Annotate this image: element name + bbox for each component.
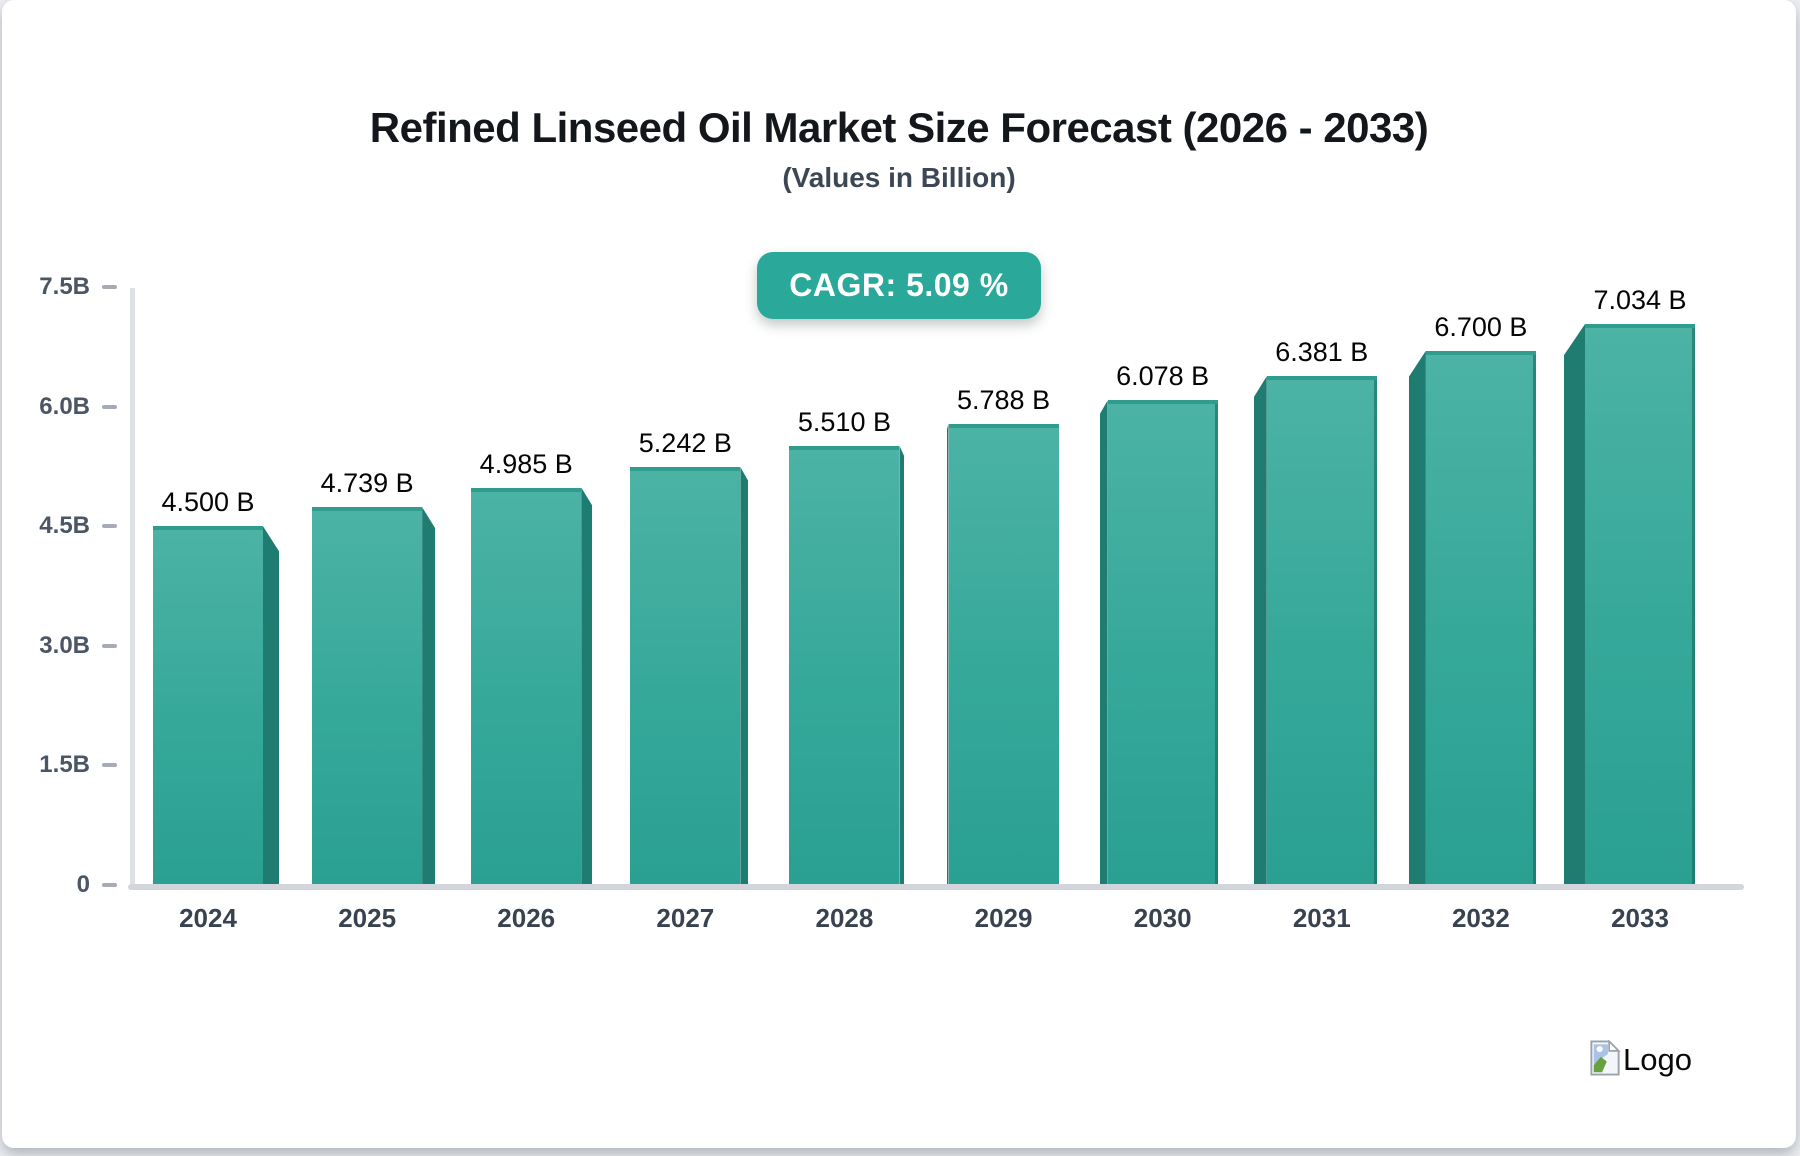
logo: Logo [1589, 1040, 1692, 1080]
y-tick-mark [102, 883, 117, 887]
x-axis-label: 2031 [1292, 903, 1351, 933]
bar-value-label: 4.985 B [479, 448, 573, 479]
logo-text: Logo [1623, 1042, 1692, 1077]
x-axis-label: 2030 [1133, 903, 1192, 933]
y-tick-mark [102, 643, 117, 648]
bar-face [471, 487, 582, 889]
x-axis-label: 2024 [179, 903, 237, 933]
bar-face [948, 423, 1059, 889]
bar-face [1425, 350, 1536, 889]
bar-side [422, 507, 436, 889]
bar-face [789, 445, 900, 889]
bar-face [312, 507, 423, 889]
y-tick-label: 1.5B [39, 751, 90, 779]
bar-side [946, 423, 949, 889]
bar-side [263, 526, 279, 889]
y-tick-label: 4.5B [39, 512, 90, 540]
bar-value-label: 7.034 B [1593, 285, 1687, 316]
bar-value-label: 5.510 B [797, 406, 891, 437]
bar-value-label: 5.242 B [638, 428, 732, 459]
bar-face [1107, 400, 1218, 889]
y-tick-mark [102, 404, 117, 409]
bar-side [1253, 376, 1267, 889]
y-axis-line [130, 288, 135, 888]
x-axis-label: 2027 [656, 903, 715, 933]
bar-side [740, 467, 749, 889]
cagr-badge: CAGR: 5.09 % [757, 252, 1041, 319]
bar-side [899, 445, 905, 889]
x-axis-label: 2025 [338, 903, 397, 933]
y-tick-mark [102, 763, 117, 768]
bar-side [1563, 324, 1585, 889]
bar-value-label: 5.788 B [957, 384, 1051, 415]
bar-side [581, 487, 593, 889]
bar-value-label: 4.739 B [320, 468, 414, 499]
cagr-badge-wrap: CAGR: 5.09 % [2, 252, 1796, 319]
y-tick-mark [102, 524, 117, 529]
bar-face [1266, 376, 1377, 889]
y-tick-mark [102, 285, 117, 289]
x-axis-baseline [128, 884, 1744, 890]
bar-face [153, 526, 263, 889]
bar-value-label: 6.078 B [1116, 361, 1210, 392]
bar-side [1099, 400, 1108, 889]
chart-subtitle: (Values in Billion) [782, 162, 1016, 193]
y-tick-label: 6.0B [39, 392, 90, 420]
bar-value-label: 4.500 B [161, 487, 255, 518]
x-axis-label: 2033 [1611, 903, 1669, 933]
y-tick-label: 3.0B [39, 631, 90, 659]
x-axis-label: 2026 [497, 903, 556, 933]
x-axis-label: 2028 [815, 903, 874, 933]
broken-image-icon [1590, 1040, 1621, 1076]
bar-face [1584, 324, 1695, 889]
x-axis-label: 2032 [1451, 903, 1510, 933]
y-tick-label: 7.5B [39, 273, 90, 300]
bar-value-label: 6.700 B [1434, 311, 1528, 342]
y-tick-label: 0 [76, 871, 90, 898]
bar-side [1408, 350, 1426, 889]
chart-title: Refined Linseed Oil Market Size Forecast… [369, 104, 1429, 151]
bar-face [630, 467, 741, 889]
x-axis-label: 2029 [974, 903, 1033, 933]
bar-value-label: 6.381 B [1275, 337, 1369, 368]
